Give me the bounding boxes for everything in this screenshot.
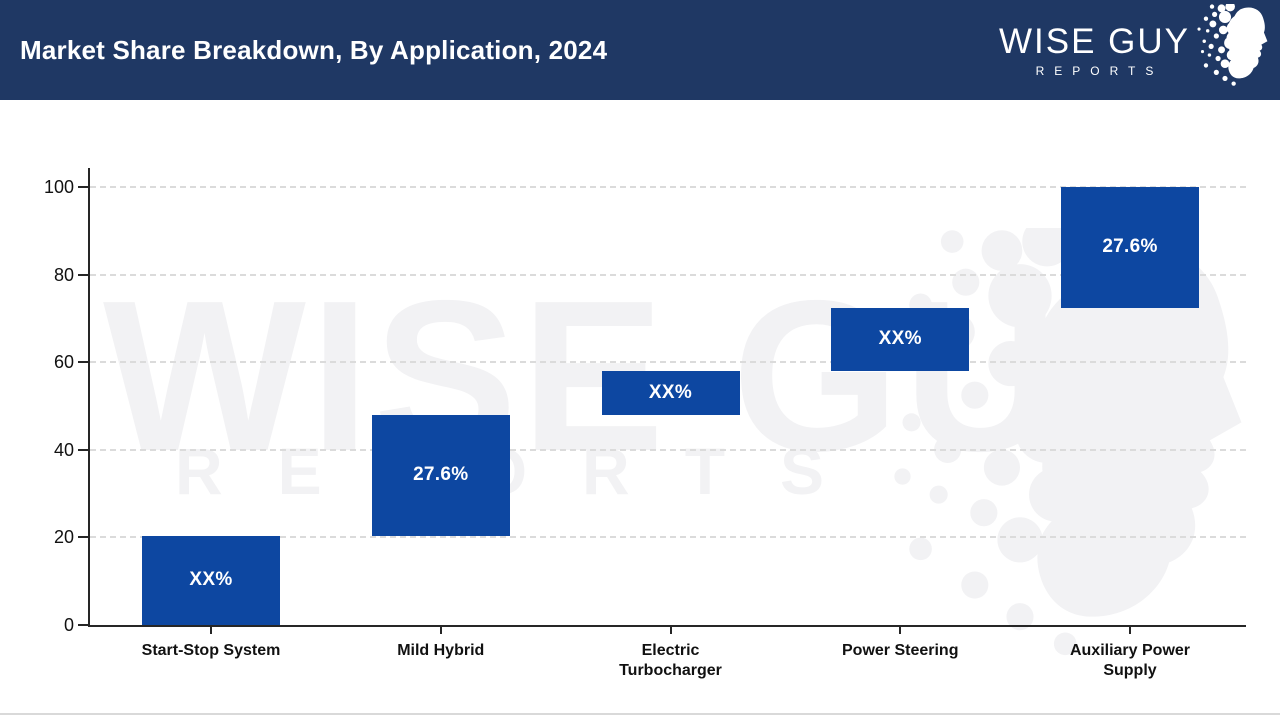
logo-tagline: REPORTS (1035, 64, 1164, 78)
gridline (90, 448, 1246, 451)
y-tick-mark (78, 624, 89, 626)
y-tick-label: 60 (53, 352, 74, 373)
x-axis-line (88, 625, 1246, 627)
gridline (90, 361, 1246, 364)
bar-power-steering: XX% (831, 307, 970, 371)
bar-auxiliary-power-supply: 27.6% (1061, 187, 1199, 308)
gridline (90, 273, 1246, 276)
bar-value-label: XX% (648, 381, 693, 403)
y-axis-line (88, 168, 90, 627)
x-category-label-mild-hybrid: Mild Hybrid (397, 642, 485, 659)
chart-title: Market Share Breakdown, By Application, … (20, 34, 608, 65)
bar-value-label: 27.6% (413, 464, 469, 486)
x-category-label-auxiliary-power-supply: Auxiliary Power Supply (1069, 642, 1191, 679)
gridline (90, 186, 1246, 188)
y-tick-mark (78, 536, 89, 539)
x-tick-mark (899, 627, 902, 634)
bar-value-label: XX% (189, 569, 233, 591)
bar-mild-hybrid: 27.6% (371, 414, 510, 536)
y-tick-label: 100 (43, 177, 74, 197)
logo-wordmark: WISE GUY (998, 22, 1190, 61)
y-tick-label: 0 (63, 615, 74, 635)
y-tick-mark (78, 186, 89, 188)
y-tick-label: 20 (53, 527, 74, 548)
y-tick-label: 80 (53, 264, 74, 285)
gridline (90, 536, 1246, 539)
x-category-label-start-stop-system: Start-Stop System (141, 642, 281, 659)
header: Market Share Breakdown, By Application, … (0, 0, 1280, 100)
x-tick-mark (210, 627, 212, 634)
logo-wordmark-block: WISE GUY REPORTS (999, 22, 1190, 78)
bar-value-label: XX% (878, 328, 922, 350)
y-tick-mark (78, 361, 89, 364)
bar-start-stop-system: XX% (142, 535, 280, 625)
y-tick-mark (78, 448, 89, 451)
bar-electric-turbocharger: XX% (601, 370, 740, 415)
x-tick-mark (1129, 627, 1131, 634)
x-tick-mark (439, 627, 442, 634)
bar-value-label: 27.6% (1102, 236, 1158, 258)
y-tick-label: 40 (53, 439, 74, 460)
footer-rule (0, 713, 1280, 715)
y-tick-mark (78, 273, 89, 276)
wise-guy-logo: WISE GUY REPORTS (999, 2, 1270, 96)
x-tick-mark (669, 627, 672, 634)
x-category-label-electric-turbocharger: Electric Turbocharger (619, 642, 722, 679)
waterfall-chart: 0 20 40 60 80 100 XX% Start-Stop System 27.6% Mil… (0, 100, 1280, 713)
x-category-label-power-steering: Power Steering (842, 642, 959, 659)
face-dots-logo-icon (1180, 2, 1270, 96)
